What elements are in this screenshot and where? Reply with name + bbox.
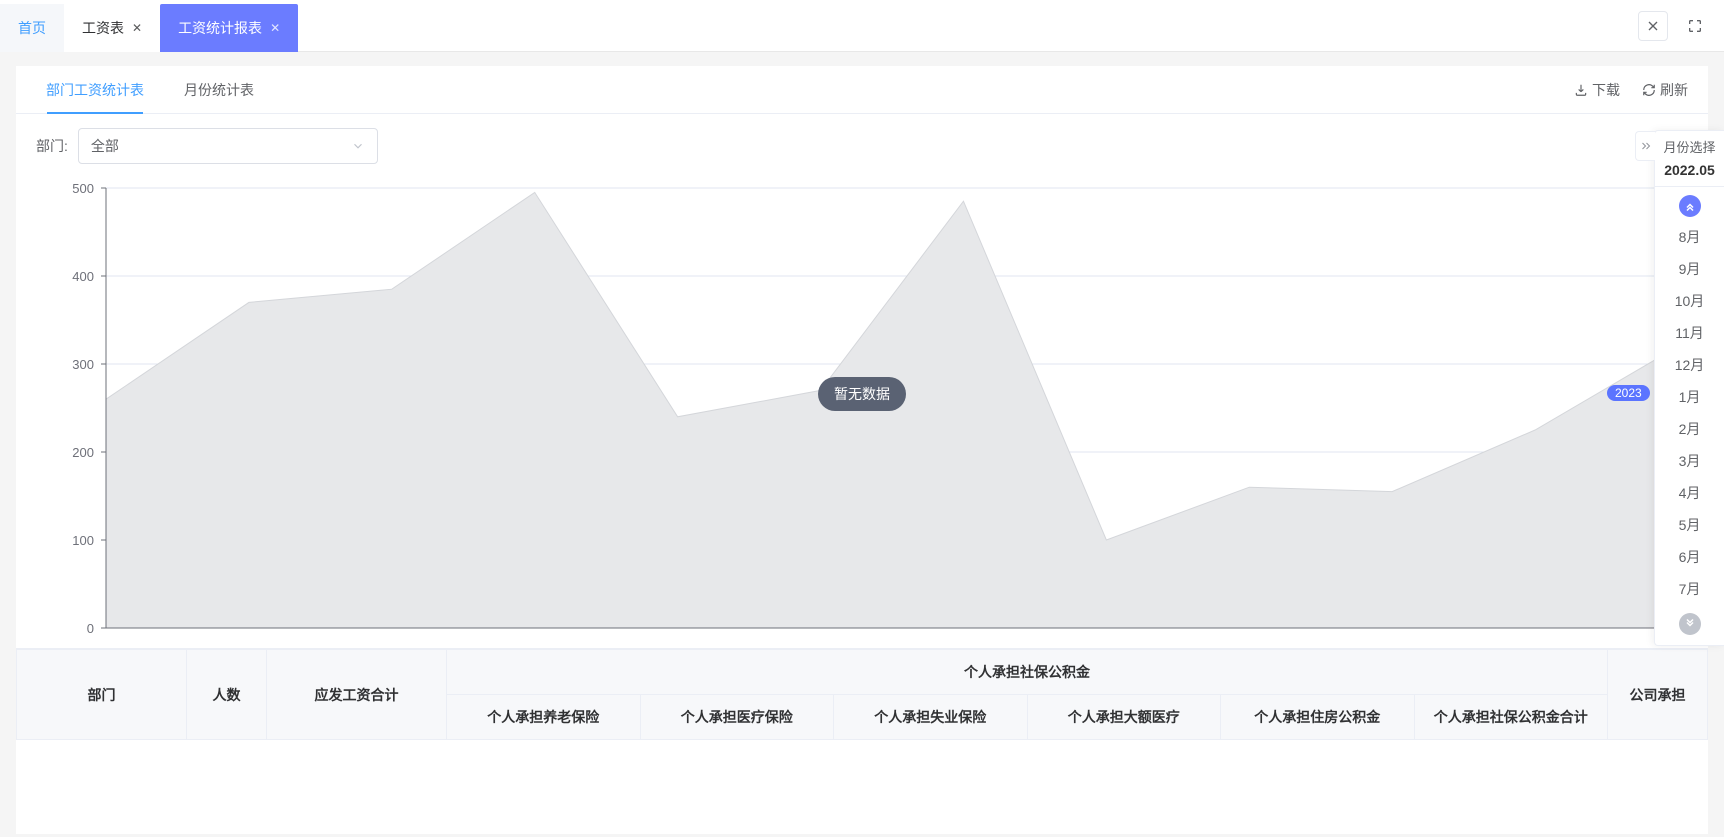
close-icon[interactable]: ✕ [132,21,142,35]
col-sub-2: 个人承担失业保险 [834,695,1028,740]
subtab-label: 部门工资统计表 [46,80,144,100]
chevron-up-icon [1684,200,1696,212]
month-item[interactable]: 11月 [1655,317,1724,349]
month-item[interactable]: 9月 [1655,253,1724,285]
subtabs: 部门工资统计表 月份统计表 [16,66,274,114]
month-panel-selected: 2022.05 [1655,158,1724,187]
close-icon[interactable]: ✕ [270,21,280,35]
month-item[interactable]: 2月 [1655,413,1724,445]
chevron-down-icon [351,139,365,153]
month-panel-title: 月份选择 [1655,131,1724,158]
month-item[interactable]: 12月 [1655,349,1724,381]
tab-salary-sheet[interactable]: 工资表 ✕ [64,4,160,52]
download-button[interactable]: 下载 [1574,80,1620,100]
dept-select-value: 全部 [91,136,119,156]
chevron-down-icon [1684,618,1696,630]
subtab-actions: 下载 刷新 [1574,80,1688,100]
month-scroll-down[interactable] [1679,613,1701,635]
svg-text:500: 500 [72,181,94,196]
top-tab-bar: 首页 工资表 ✕ 工资统计报表 ✕ [0,0,1724,52]
col-sub-0: 个人承担养老保险 [447,695,641,740]
chevron-right-icon [1640,140,1652,152]
month-item[interactable]: 7月 [1655,573,1724,605]
dept-filter-label: 部门: [36,136,68,156]
month-item[interactable]: 5月 [1655,509,1724,541]
col-sub-5: 个人承担社保公积金合计 [1414,695,1608,740]
year-badge: 2023 [1607,385,1650,401]
refresh-label: 刷新 [1660,80,1688,100]
month-item[interactable]: 1月2023 [1655,381,1724,413]
svg-text:300: 300 [72,357,94,372]
main-card: 部门工资统计表 月份统计表 下载 刷新 部门: 全部 0 100 200 300 400… [16,66,1708,834]
month-item[interactable]: 6月 [1655,541,1724,573]
col-group-personal: 个人承担社保公积金 [447,650,1608,695]
month-list: 8月9月10月11月12月1月20232月3月4月5月6月7月 [1655,221,1724,605]
top-tabs: 首页 工资表 ✕ 工资统计报表 ✕ [0,0,1624,51]
tab-home[interactable]: 首页 [0,4,64,52]
area-chart: 0 100 200 300 400 500 [36,178,1688,648]
refresh-button[interactable]: 刷新 [1642,80,1688,100]
no-data-badge: 暂无数据 [818,377,906,411]
svg-text:200: 200 [72,445,94,460]
col-sub-1: 个人承担医疗保险 [640,695,834,740]
fullscreen-button[interactable] [1680,11,1710,41]
month-item[interactable]: 3月 [1655,445,1724,477]
svg-text:100: 100 [72,533,94,548]
tab-label: 工资表 [82,18,124,38]
topbar-actions [1624,0,1724,51]
download-label: 下载 [1592,80,1620,100]
col-sub-4: 个人承担住房公积金 [1221,695,1415,740]
collapse-panel-button[interactable] [1635,131,1655,161]
dept-select[interactable]: 全部 [78,128,378,164]
tab-salary-report[interactable]: 工资统计报表 ✕ [160,4,298,52]
month-scroll-up[interactable] [1679,195,1701,217]
svg-text:400: 400 [72,269,94,284]
month-item[interactable]: 10月 [1655,285,1724,317]
subtab-row: 部门工资统计表 月份统计表 下载 刷新 [16,66,1708,114]
col-company: 公司承担 [1608,650,1708,740]
close-all-button[interactable] [1638,11,1668,41]
month-item[interactable]: 8月 [1655,221,1724,253]
tab-label: 工资统计报表 [178,18,262,38]
chart-area: 0 100 200 300 400 500 暂无数据 [36,178,1688,648]
col-total: 应发工资合计 [267,650,447,740]
svg-text:0: 0 [87,621,94,636]
col-sub-3: 个人承担大额医疗 [1027,695,1221,740]
tab-label: 首页 [18,18,46,38]
subtab-dept-stats[interactable]: 部门工资统计表 [26,66,164,114]
subtab-label: 月份统计表 [184,80,254,100]
summary-table: 部门 人数 应发工资合计 个人承担社保公积金 公司承担 个人承担养老保险个人承担… [16,648,1708,740]
filter-row: 部门: 全部 [16,114,1708,178]
col-dept: 部门 [17,650,187,740]
month-item[interactable]: 4月 [1655,477,1724,509]
month-panel: 月份选择 2022.05 8月9月10月11月12月1月20232月3月4月5月… [1654,130,1724,646]
subtab-month-stats[interactable]: 月份统计表 [164,66,274,114]
col-count: 人数 [187,650,267,740]
